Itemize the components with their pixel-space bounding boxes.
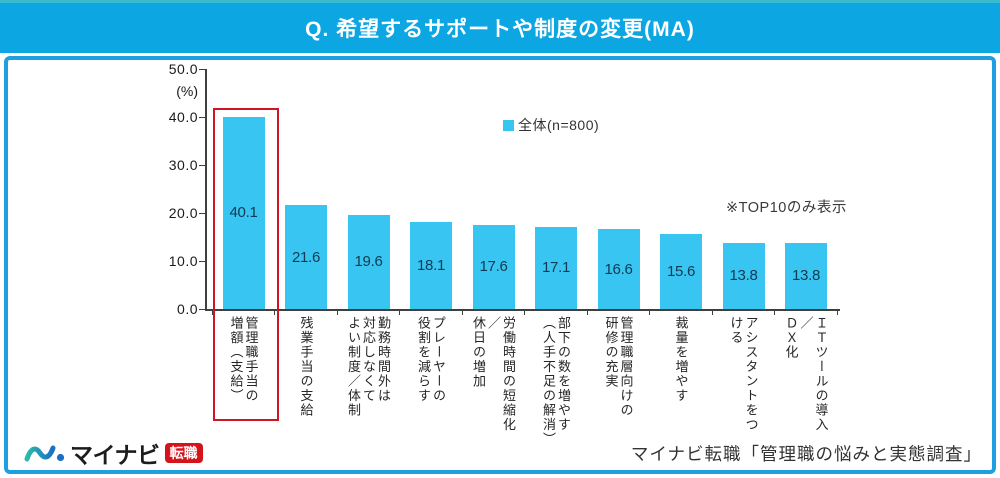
x-tick-mark xyxy=(399,309,400,315)
source-text: マイナビ転職「管理職の悩みと実態調査」 xyxy=(630,444,982,464)
logo-brand-text: マイナビ xyxy=(70,442,160,468)
x-category-label: 勤務時間外は 対応しなくて よい制度／体制 xyxy=(346,316,391,418)
x-category-cell: プレーヤーの 役割を減らす xyxy=(400,316,463,442)
x-category-label: アシスタントをつける xyxy=(728,316,759,432)
y-tick-mark xyxy=(199,213,205,214)
bar xyxy=(722,242,765,309)
header-bar: Q. 希望するサポートや制度の変更(MA) xyxy=(0,3,1000,53)
bar xyxy=(660,234,702,309)
bar-value-label: 21.6 xyxy=(292,248,320,266)
bar-value-label: 13.8 xyxy=(729,267,758,285)
top10-note: ※TOP10のみ表示 xyxy=(726,200,847,216)
highlight-box xyxy=(212,108,279,421)
legend: 全体(n=800) xyxy=(503,115,599,135)
x-category-label: 残業手当の支給 xyxy=(298,316,314,418)
y-axis-line xyxy=(205,69,207,309)
x-category-label: 管理職手当の 増額（支給） xyxy=(228,316,259,403)
bar-value-label: 13.8 xyxy=(792,267,820,285)
y-tick-mark xyxy=(199,69,205,70)
bar xyxy=(535,226,577,309)
y-tick-label: 50.0 xyxy=(168,61,198,77)
x-category-cell: アシスタントをつける xyxy=(712,316,775,442)
x-tick-mark xyxy=(274,309,275,315)
bar-value-label: 16.6 xyxy=(604,260,633,278)
page-title: Q. 希望するサポートや制度の変更(MA) xyxy=(305,18,695,41)
x-tick-mark xyxy=(461,309,463,315)
bar xyxy=(222,116,265,309)
x-category-label: 労働時間の短縮化／ 休日の増加 xyxy=(471,316,516,432)
x-tick-mark xyxy=(711,309,713,315)
x-tick-mark xyxy=(336,309,338,315)
x-category-label: プレーヤーの 役割を減らす xyxy=(416,316,446,403)
bar-value-label: 40.1 xyxy=(229,204,258,222)
y-tick-label: 20.0 xyxy=(168,205,198,221)
bar-value-label: 19.6 xyxy=(354,253,383,271)
x-tick-mark xyxy=(586,309,588,315)
x-category-label: ＩＴツールの導入／ ＤＸ化 xyxy=(783,316,829,432)
x-category-cell: 勤務時間外は 対応しなくて よい制度／体制 xyxy=(337,316,400,442)
y-tick-mark xyxy=(199,165,205,166)
x-category-cell: 残業手当の支給 xyxy=(275,316,338,442)
bar xyxy=(597,229,640,309)
bar xyxy=(285,205,327,309)
bar xyxy=(785,242,827,309)
y-tick-mark xyxy=(199,309,205,310)
x-tick-mark xyxy=(524,309,525,315)
x-category-label: 部下の数を増やす （人手不足の解消） xyxy=(541,316,571,447)
x-category-cell: 管理職手当の 増額（支給） xyxy=(212,316,275,442)
bar-value-label: 18.1 xyxy=(417,257,445,275)
bar xyxy=(410,222,452,309)
brand-logo: マイナビ 転職 xyxy=(24,438,203,468)
top-strip xyxy=(0,0,1000,3)
x-category-cell: ＩＴツールの導入／ ＤＸ化 xyxy=(775,316,838,442)
x-category-cell: 管理職層向けの 研修の充実 xyxy=(587,316,650,442)
bar-value-label: 17.1 xyxy=(542,259,570,277)
legend-label: 全体(n=800) xyxy=(518,117,600,133)
bar-value-label: 15.6 xyxy=(667,263,695,281)
x-category-label: 管理職層向けの 研修の充実 xyxy=(603,316,634,418)
bar xyxy=(472,224,515,309)
x-tick-mark xyxy=(649,309,650,315)
x-tick-mark xyxy=(211,309,213,315)
y-tick-mark xyxy=(199,117,205,118)
y-tick-label: 10.0 xyxy=(168,253,198,269)
legend-swatch-icon xyxy=(503,119,514,131)
x-tick-mark xyxy=(836,309,838,315)
x-axis-line xyxy=(205,309,840,311)
y-tick-label: 0.0 xyxy=(177,301,198,317)
y-tick-label: 30.0 xyxy=(168,157,198,173)
bar-value-label: 17.6 xyxy=(479,258,508,276)
x-category-cell: 裁量を増やす xyxy=(650,316,713,442)
x-tick-mark xyxy=(774,309,775,315)
x-category-label: 裁量を増やす xyxy=(673,316,689,403)
y-axis-unit-label: (%) xyxy=(176,83,198,99)
y-tick-mark xyxy=(199,261,205,262)
logo-wave-icon xyxy=(24,445,65,462)
x-category-cell: 労働時間の短縮化／ 休日の増加 xyxy=(462,316,525,442)
logo-badge: 転職 xyxy=(164,443,203,463)
y-tick-label: 40.0 xyxy=(168,109,198,125)
bar xyxy=(347,214,390,309)
x-category-cell: 部下の数を増やす （人手不足の解消） xyxy=(525,316,588,447)
